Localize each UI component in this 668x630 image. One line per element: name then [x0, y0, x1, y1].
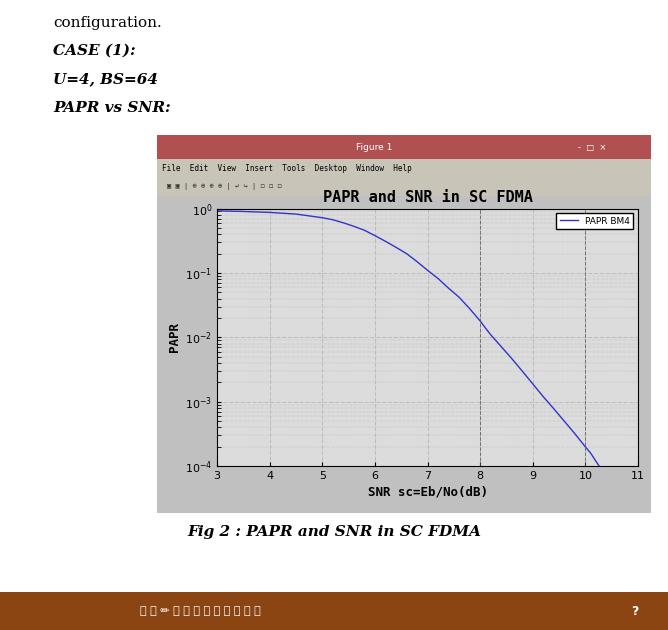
- Text: ?: ?: [631, 605, 639, 617]
- Text: 🔵 📁 ✏️ 📷 🖥️ 🌐 🦊 🔴 🟢 📧 📋 🔶: 🔵 📁 ✏️ 📷 🖥️ 🌐 🦊 🔴 🟢 📧 📋 🔶: [140, 606, 261, 616]
- Text: U=4, BS=64: U=4, BS=64: [53, 72, 158, 86]
- X-axis label: SNR sc=Eb/No(dB): SNR sc=Eb/No(dB): [367, 485, 488, 498]
- Text: File  Edit  View  Insert  Tools  Desktop  Window  Help: File Edit View Insert Tools Desktop Wind…: [162, 164, 411, 173]
- Text: -  □  ×: - □ ×: [578, 143, 606, 152]
- Text: PAPR vs SNR:: PAPR vs SNR:: [53, 101, 171, 115]
- Title: PAPR and SNR in SC FDMA: PAPR and SNR in SC FDMA: [323, 190, 532, 205]
- Text: CASE (1):: CASE (1):: [53, 44, 136, 58]
- Text: configuration.: configuration.: [53, 16, 162, 30]
- Legend: PAPR BM4: PAPR BM4: [556, 213, 633, 229]
- Text: ▣ ▣ | ⊕ ⊕ ⊕ ⊕ | ↩ ↪ | ◻ ◻ ◻: ▣ ▣ | ⊕ ⊕ ⊕ ⊕ | ↩ ↪ | ◻ ◻ ◻: [167, 183, 282, 190]
- Text: Fig 2 : PAPR and SNR in SC FDMA: Fig 2 : PAPR and SNR in SC FDMA: [187, 525, 481, 539]
- Y-axis label: PAPR: PAPR: [168, 323, 181, 352]
- Text: Figure 1: Figure 1: [356, 143, 393, 152]
